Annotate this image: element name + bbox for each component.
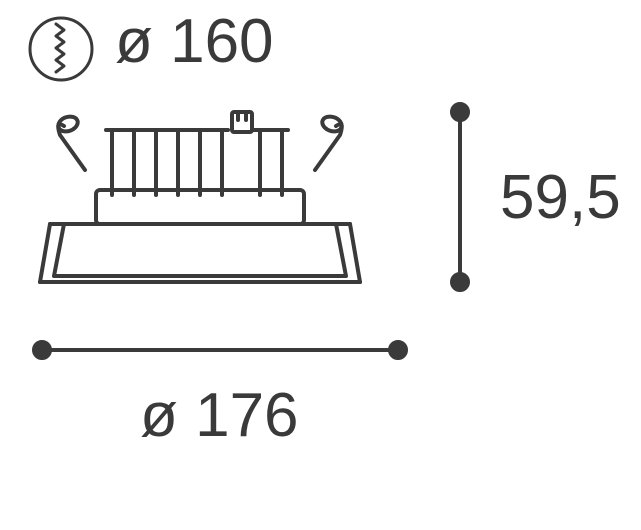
dimension-drawing: ø 160 [0,0,641,530]
height-label: 59,5 [500,162,621,233]
